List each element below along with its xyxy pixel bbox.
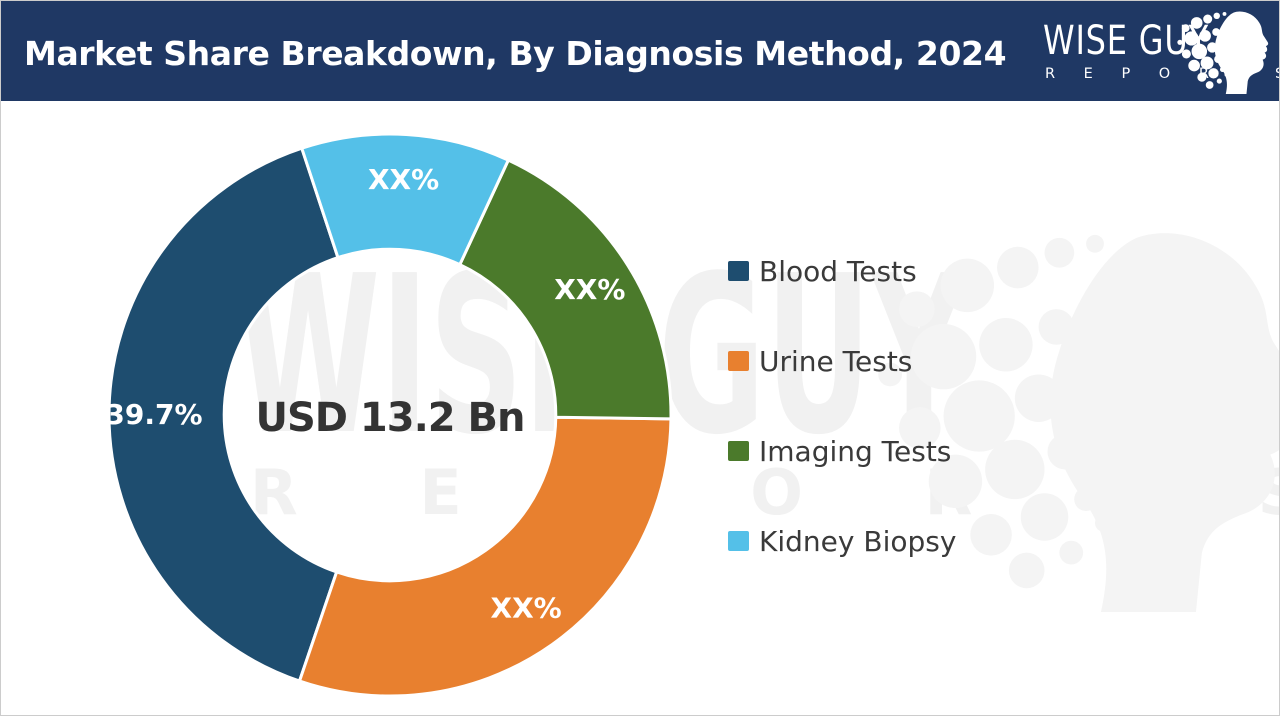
donut-segment-kidney-biopsy <box>300 132 510 267</box>
legend-swatch-imaging-tests <box>728 441 749 461</box>
donut-segment-blood-tests <box>107 146 340 683</box>
slice-label-blood-tests: 39.7% <box>105 398 202 431</box>
legend-swatch-blood-tests <box>728 261 749 281</box>
legend-item-urine-tests: Urine Tests <box>728 344 956 378</box>
legend-item-kidney-biopsy: Kidney Biopsy <box>728 524 957 558</box>
wise-guy-reports-logo: WISE GUY R E P O R T S <box>1043 8 1280 96</box>
donut-center-value: USD 13.2 Bn <box>256 395 525 441</box>
slice-label-imaging-tests: XX% <box>554 273 625 306</box>
legend-label-blood-tests: Blood Tests <box>759 254 917 288</box>
legend-label-urine-tests: Urine Tests <box>759 344 913 378</box>
legend-label-imaging-tests: Imaging Tests <box>759 434 952 468</box>
header-bar: Market Share Breakdown, By Diagnosis Met… <box>0 0 1280 101</box>
legend-swatch-kidney-biopsy <box>728 531 749 551</box>
page-title: Market Share Breakdown, By Diagnosis Met… <box>24 34 1007 73</box>
donut-chart-svg: 39.7% XX% XX% XX% USD 13.2 Bn <box>105 132 673 698</box>
donut-segment-urine-tests <box>298 415 673 698</box>
legend-item-imaging-tests: Imaging Tests <box>728 434 956 468</box>
logo-face-icon <box>1177 11 1269 94</box>
donut-segment-imaging-tests <box>458 158 673 421</box>
legend-item-blood-tests: Blood Tests <box>728 254 956 288</box>
chart-legend: Blood Tests Urine Tests Imaging Tests Kidne… <box>728 254 957 617</box>
slice-label-urine-tests: XX% <box>491 592 562 625</box>
legend-label-kidney-biopsy: Kidney Biopsy <box>759 524 957 558</box>
legend-swatch-urine-tests <box>728 351 749 371</box>
slice-label-kidney-biopsy: XX% <box>368 163 439 196</box>
